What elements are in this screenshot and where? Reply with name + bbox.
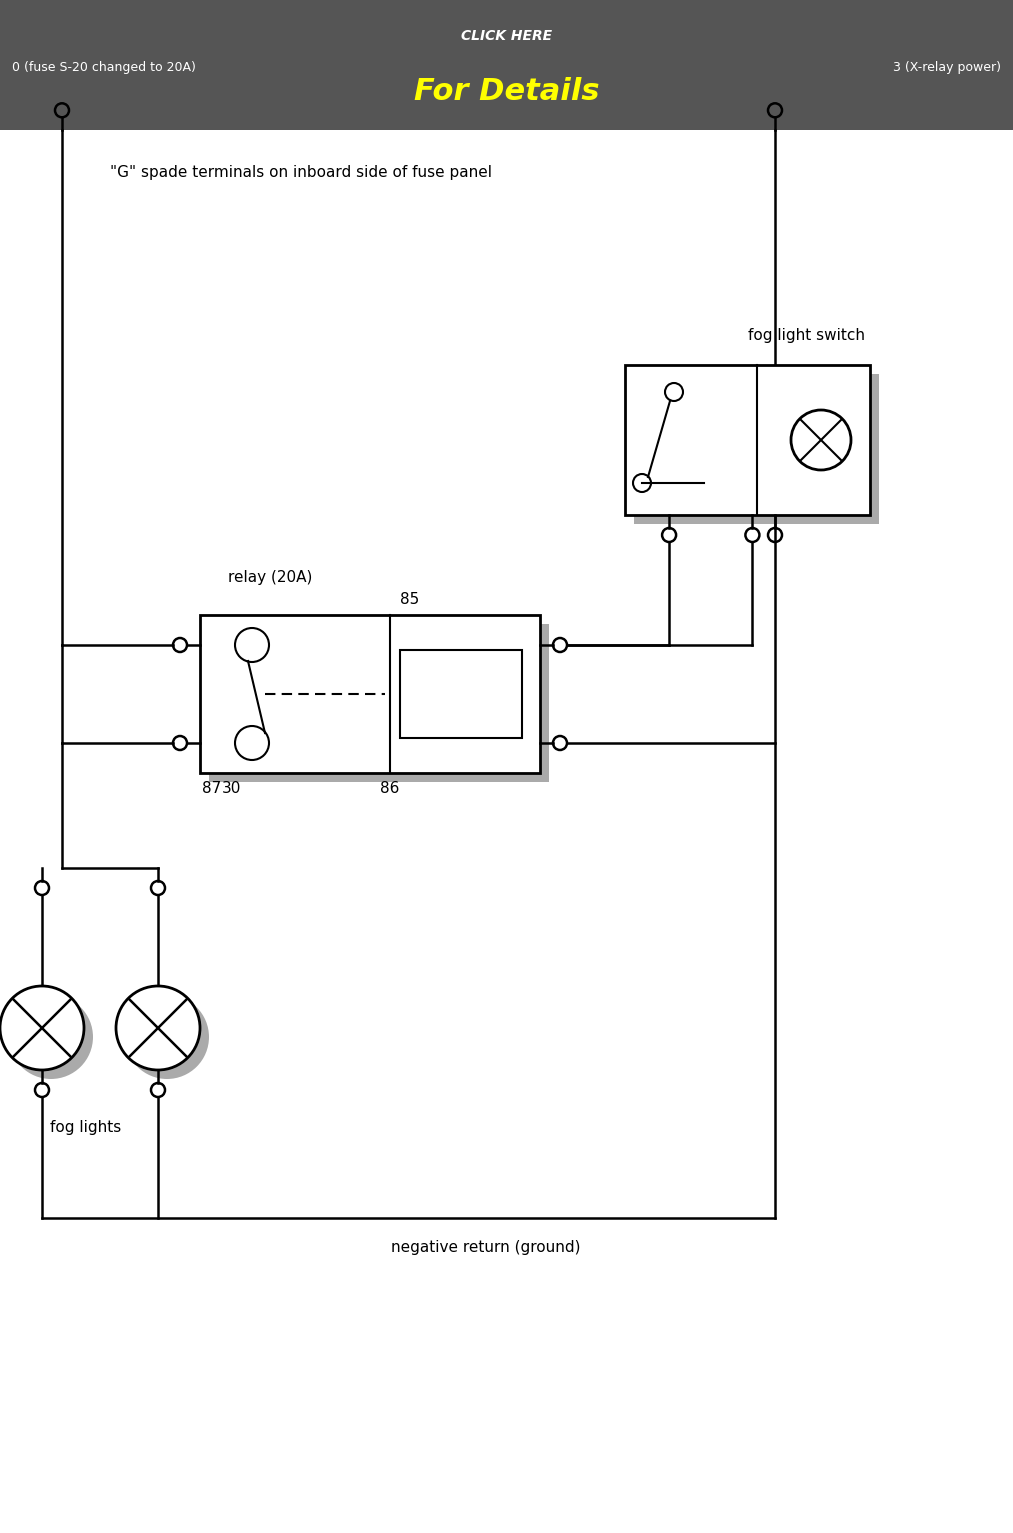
Text: 85: 85 [400, 592, 419, 607]
Text: 86: 86 [381, 780, 400, 796]
Text: negative return (ground): negative return (ground) [391, 1240, 581, 1256]
Text: 87: 87 [202, 780, 221, 796]
Text: fog lights: fog lights [50, 1121, 122, 1134]
Bar [0, 0, 1013, 130]
Text: 30: 30 [222, 780, 241, 796]
Text: "G" spade terminals on inboard side of fuse panel: "G" spade terminals on inboard side of f… [110, 166, 492, 179]
Text: CLICK HERE: CLICK HERE [461, 29, 552, 43]
Bar [400, 650, 522, 739]
Bar [200, 615, 540, 773]
Bar [209, 624, 549, 782]
Text: 0 (fuse S-20 changed to 20A): 0 (fuse S-20 changed to 20A) [12, 61, 196, 74]
Text: For Details: For Details [413, 77, 600, 106]
Circle shape [125, 995, 209, 1079]
Bar [634, 374, 879, 524]
Circle shape [0, 986, 84, 1070]
Text: 3 (X-relay power): 3 (X-relay power) [893, 61, 1001, 74]
Text: fog light switch: fog light switch [748, 328, 865, 343]
Bar [625, 365, 870, 515]
Circle shape [9, 995, 93, 1079]
Text: relay (20A): relay (20A) [228, 570, 312, 586]
Circle shape [116, 986, 200, 1070]
